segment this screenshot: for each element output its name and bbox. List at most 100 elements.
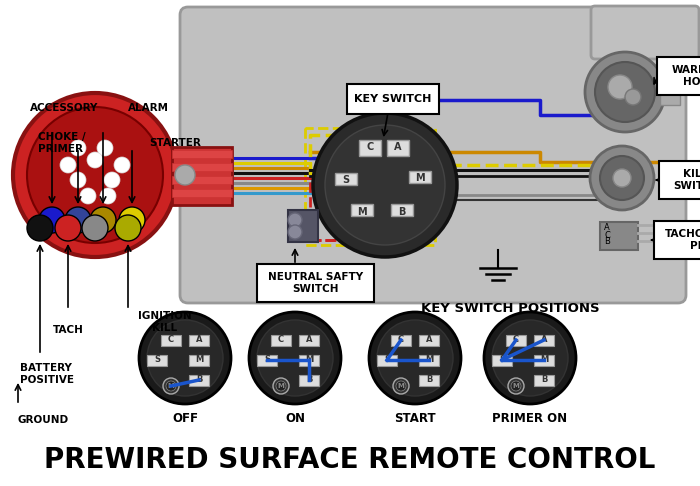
- Bar: [257, 355, 277, 366]
- Bar: [172, 189, 232, 197]
- FancyBboxPatch shape: [659, 161, 700, 199]
- Bar: [419, 375, 439, 386]
- Text: ACCESSORY: ACCESSORY: [30, 103, 99, 113]
- Bar: [172, 163, 232, 171]
- Bar: [387, 140, 409, 156]
- Bar: [506, 335, 526, 346]
- Circle shape: [585, 52, 665, 132]
- Circle shape: [55, 215, 81, 241]
- Circle shape: [369, 312, 461, 404]
- Circle shape: [115, 215, 141, 241]
- Circle shape: [97, 140, 113, 156]
- Bar: [391, 335, 411, 346]
- Circle shape: [377, 320, 453, 396]
- Circle shape: [313, 113, 457, 257]
- Circle shape: [104, 172, 120, 188]
- Bar: [189, 355, 209, 366]
- Text: WARNING
HORN: WARNING HORN: [672, 65, 700, 87]
- FancyBboxPatch shape: [347, 84, 439, 114]
- Bar: [359, 140, 381, 156]
- Circle shape: [613, 169, 631, 187]
- Text: A: A: [426, 335, 433, 345]
- Bar: [492, 355, 512, 366]
- Circle shape: [625, 89, 641, 105]
- Circle shape: [82, 215, 108, 241]
- Circle shape: [393, 378, 409, 394]
- Bar: [377, 355, 397, 366]
- Text: C: C: [168, 335, 174, 345]
- Bar: [299, 335, 319, 346]
- Text: S: S: [154, 355, 160, 364]
- Bar: [419, 335, 439, 346]
- Text: TACHOMETER
PLUG: TACHOMETER PLUG: [665, 229, 700, 251]
- Circle shape: [27, 107, 163, 243]
- Text: B: B: [398, 207, 406, 217]
- Bar: [299, 375, 319, 386]
- Circle shape: [60, 157, 76, 173]
- Text: PREWIRED SURFACE REMOTE CONTROL: PREWIRED SURFACE REMOTE CONTROL: [44, 446, 656, 474]
- Circle shape: [396, 381, 406, 391]
- Bar: [660, 80, 680, 105]
- Text: M: M: [278, 383, 284, 389]
- Text: OFF: OFF: [172, 412, 198, 424]
- Circle shape: [90, 207, 116, 233]
- Text: S: S: [499, 355, 505, 364]
- Circle shape: [484, 312, 576, 404]
- Text: A: A: [306, 335, 312, 345]
- Text: B: B: [541, 376, 547, 384]
- Bar: [534, 375, 554, 386]
- Text: ALARM: ALARM: [127, 103, 169, 113]
- Text: C: C: [398, 335, 404, 345]
- Text: PRIMER ON: PRIMER ON: [492, 412, 568, 424]
- Bar: [409, 171, 431, 183]
- Text: TACH: TACH: [52, 325, 83, 335]
- Bar: [172, 176, 232, 184]
- Bar: [189, 335, 209, 346]
- Bar: [419, 355, 439, 366]
- Text: A: A: [394, 142, 402, 152]
- FancyBboxPatch shape: [654, 221, 700, 259]
- Text: NEUTRAL SAFTY
SWITCH: NEUTRAL SAFTY SWITCH: [268, 272, 363, 294]
- Bar: [600, 222, 638, 250]
- Text: A: A: [540, 335, 547, 345]
- Text: C: C: [278, 335, 284, 345]
- Text: A: A: [196, 335, 202, 345]
- Circle shape: [163, 378, 179, 394]
- Circle shape: [511, 381, 521, 391]
- Circle shape: [13, 93, 177, 257]
- Circle shape: [608, 75, 632, 99]
- Circle shape: [70, 140, 86, 156]
- Circle shape: [70, 172, 86, 188]
- Text: B: B: [604, 238, 610, 246]
- Text: M: M: [195, 355, 203, 364]
- Text: KILL
SWITCH: KILL SWITCH: [673, 169, 700, 191]
- Text: C: C: [513, 335, 519, 345]
- FancyBboxPatch shape: [657, 57, 700, 95]
- Circle shape: [87, 152, 103, 168]
- Text: M: M: [398, 383, 405, 389]
- Circle shape: [276, 381, 286, 391]
- Circle shape: [273, 378, 289, 394]
- Text: CHOKE /
PRIMER: CHOKE / PRIMER: [38, 132, 85, 154]
- Circle shape: [139, 312, 231, 404]
- Text: S: S: [342, 175, 349, 185]
- Text: KEY SWITCH: KEY SWITCH: [354, 94, 432, 104]
- Circle shape: [249, 312, 341, 404]
- Bar: [288, 210, 318, 242]
- Text: M: M: [305, 355, 313, 364]
- Text: START: START: [394, 412, 436, 424]
- Text: B: B: [306, 376, 312, 384]
- Circle shape: [325, 125, 445, 245]
- FancyBboxPatch shape: [257, 264, 374, 302]
- Bar: [351, 204, 373, 216]
- Circle shape: [508, 378, 524, 394]
- Bar: [172, 147, 232, 205]
- Text: IGNITION
KILL: IGNITION KILL: [138, 311, 192, 333]
- Text: M: M: [167, 383, 174, 389]
- Circle shape: [257, 320, 333, 396]
- Text: ON: ON: [285, 412, 305, 424]
- Circle shape: [39, 207, 65, 233]
- Text: GROUND: GROUND: [18, 415, 69, 425]
- Text: C: C: [604, 230, 610, 240]
- Circle shape: [175, 165, 195, 185]
